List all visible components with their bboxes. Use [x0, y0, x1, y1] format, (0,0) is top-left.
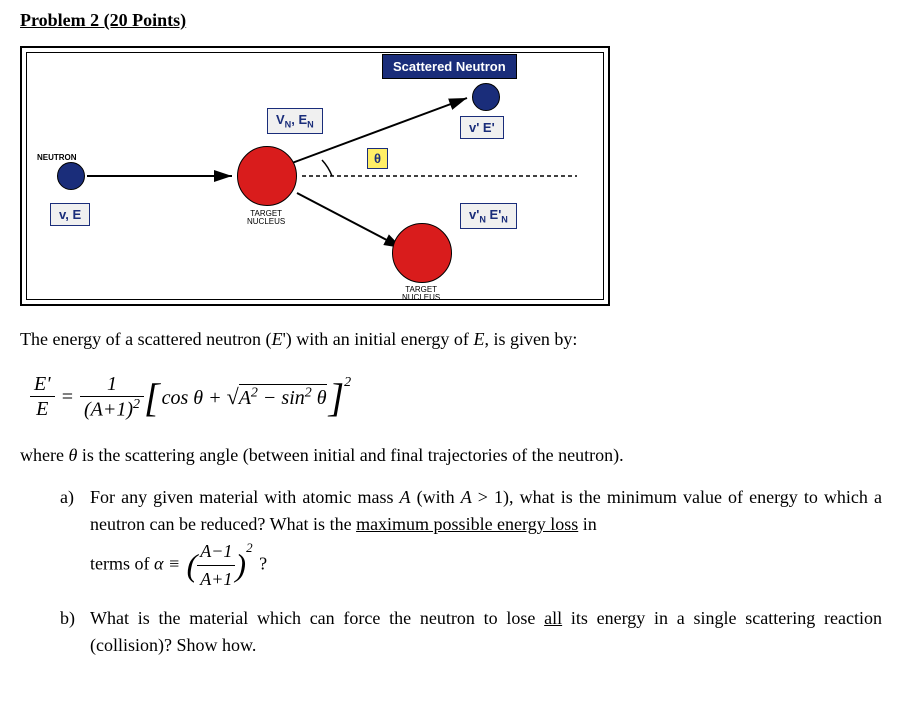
theta-label-box: θ: [367, 148, 388, 169]
vn-en-prime-label-box: v'N E'N: [460, 203, 517, 229]
question-a-content: For any given material with atomic mass …: [90, 484, 882, 593]
main-equation: E' = 1 [ cos θ + √A2 − sin2 θ ] 2 E (A+1…: [30, 373, 872, 422]
target-label-2: TARGETNUCLEUS: [402, 286, 440, 302]
question-a-label: a): [60, 484, 90, 593]
scattered-neutron-label: Scattered Neutron: [382, 54, 517, 79]
incoming-neutron-icon: [57, 162, 85, 190]
v-prime-e-label-box: v' E': [460, 116, 504, 139]
neutron-text-label: NEUTRON: [37, 153, 77, 162]
question-list: a) For any given material with atomic ma…: [20, 484, 882, 659]
target-nucleus-after-icon: [392, 223, 452, 283]
question-b: b) What is the material which can force …: [60, 605, 882, 659]
diagram-container: Scattered Neutron NEUTRON v, E TARGETNUC…: [20, 46, 610, 306]
intro-paragraph: The energy of a scattered neutron (E') w…: [20, 326, 882, 353]
where-paragraph: where θ is the scattering angle (between…: [20, 442, 882, 469]
target-nucleus-before-icon: [237, 146, 297, 206]
question-b-content: What is the material which can force the…: [90, 605, 882, 659]
question-a: a) For any given material with atomic ma…: [60, 484, 882, 593]
diagram-inner: [26, 52, 604, 300]
question-b-label: b): [60, 605, 90, 659]
ve-label-box: v, E: [50, 203, 90, 226]
problem-title: Problem 2 (20 Points): [20, 10, 882, 31]
scattered-neutron-icon: [472, 83, 500, 111]
vn-en-label-box: VN, EN: [267, 108, 323, 134]
target-label-1: TARGETNUCLEUS: [247, 210, 285, 226]
